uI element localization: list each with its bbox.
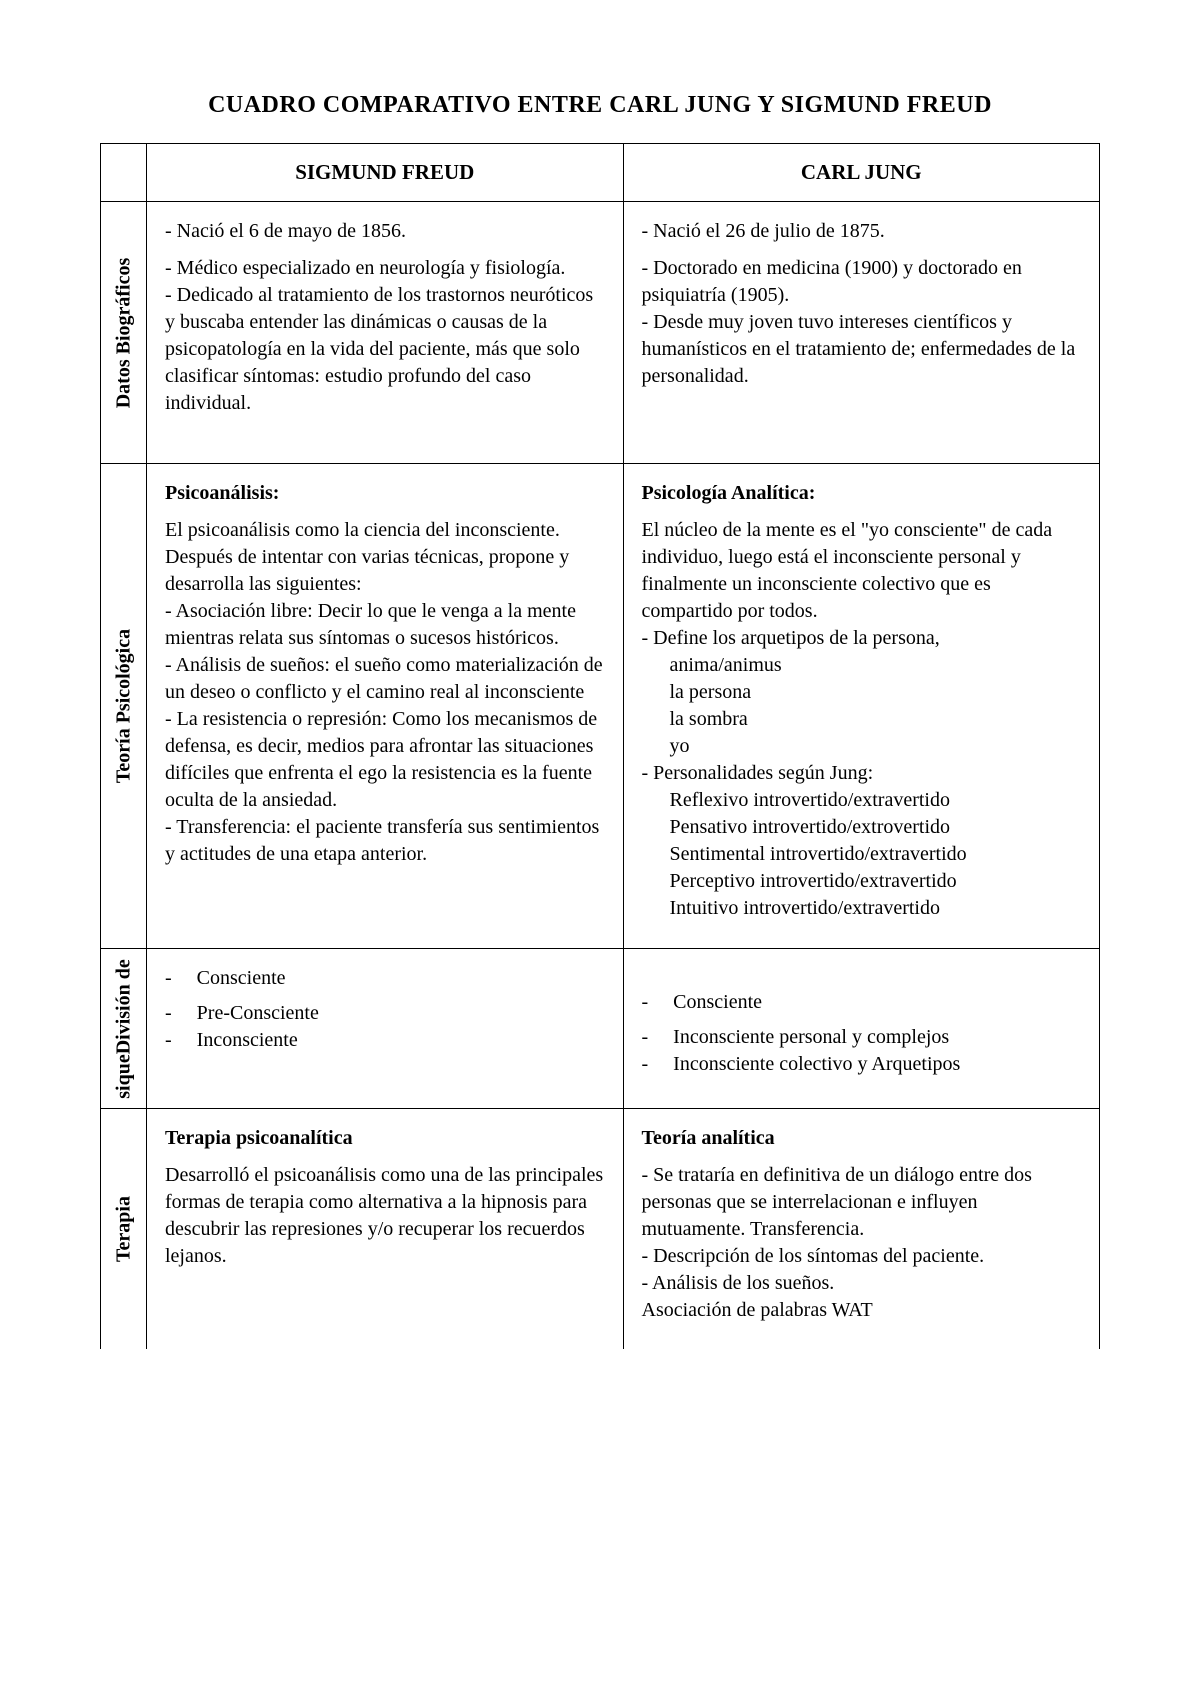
cell-terapia-freud: Terapia psicoanalítica Desarrolló el psi… xyxy=(147,1109,624,1349)
text: la sombra xyxy=(642,706,1082,733)
page-title: CUADRO COMPARATIVO ENTRE CARL JUNG Y SIG… xyxy=(100,92,1100,119)
text: Desarrolló el psicoanálisis como una de … xyxy=(165,1162,605,1270)
cell-bio-jung: - Nació el 26 de julio de 1875. - Doctor… xyxy=(623,202,1100,464)
subhead: Psicoanálisis: xyxy=(165,480,605,507)
text: - Análisis de los sueños. xyxy=(642,1270,1082,1297)
cell-terapia-jung: Teoría analítica - Se trataría en defini… xyxy=(623,1109,1100,1349)
text: Sentimental introvertido/extravertido xyxy=(642,841,1082,868)
text: - Nació el 6 de mayo de 1856. xyxy=(165,218,605,245)
list-item: Inconsciente colectivo y Arquetipos xyxy=(670,1051,1082,1078)
text: la persona xyxy=(642,679,1082,706)
text: Reflexivo introvertido/extravertido xyxy=(642,787,1082,814)
cell-bio-freud: - Nació el 6 de mayo de 1856. - Médico e… xyxy=(147,202,624,464)
row-division: siqueDivisión de Consciente Pre-Conscien… xyxy=(101,949,1100,1109)
subhead: Teoría analítica xyxy=(642,1125,1082,1152)
row-label-text: siqueDivisión de xyxy=(112,959,135,1098)
list-item: Consciente xyxy=(193,965,605,992)
row-label-text: Datos Biográficos xyxy=(112,257,135,408)
text: - Asociación libre: Decir lo que le veng… xyxy=(165,598,605,652)
text: - Define los arquetipos de la persona, xyxy=(642,625,1082,652)
text: - Transferencia: el paciente transfería … xyxy=(165,814,605,868)
text: - Personalidades según Jung: xyxy=(642,760,1082,787)
cell-division-jung: Consciente Inconsciente personal y compl… xyxy=(623,949,1100,1109)
text: - Análisis de sueños: el sueño como mate… xyxy=(165,652,605,706)
text: anima/animus xyxy=(642,652,1082,679)
list-item: Consciente xyxy=(670,989,1082,1016)
text: - Médico especializado en neurología y f… xyxy=(165,255,605,282)
text: El psicoanálisis como la ciencia del inc… xyxy=(165,517,605,598)
text: Asociación de palabras WAT xyxy=(642,1297,1082,1324)
list-item: Inconsciente personal y complejos xyxy=(670,1024,1082,1051)
subhead: Terapia psicoanalítica xyxy=(165,1125,605,1152)
cell-teoria-jung: Psicología Analítica: El núcleo de la me… xyxy=(623,464,1100,949)
text: - Desde muy joven tuvo intereses científ… xyxy=(642,309,1082,390)
text: - Descripción de los síntomas del pacien… xyxy=(642,1243,1082,1270)
text: Perceptivo introvertido/extravertido xyxy=(642,868,1082,895)
text: - Dedicado al tratamiento de los trastor… xyxy=(165,282,605,417)
text: Pensativo introvertido/extrovertido xyxy=(642,814,1082,841)
list-item: Inconsciente xyxy=(193,1027,605,1054)
text: El núcleo de la mente es el "yo conscien… xyxy=(642,517,1082,625)
row-label-division: siqueDivisión de xyxy=(101,949,147,1109)
row-terapia: Terapia Terapia psicoanalítica Desarroll… xyxy=(101,1109,1100,1349)
text: Intuitivo introvertido/extravertido xyxy=(642,895,1082,922)
list-item: Pre-Consciente xyxy=(193,1000,605,1027)
col-header-jung: CARL JUNG xyxy=(623,144,1100,202)
text: yo xyxy=(642,733,1082,760)
row-label-teoria: Teoría Psicológica xyxy=(101,464,147,949)
corner-cell xyxy=(101,144,147,202)
col-header-freud: SIGMUND FREUD xyxy=(147,144,624,202)
row-bio: Datos Biográficos - Nació el 6 de mayo d… xyxy=(101,202,1100,464)
row-label-terapia: Terapia xyxy=(101,1109,147,1349)
text: - Se trataría en definitiva de un diálog… xyxy=(642,1162,1082,1243)
subhead: Psicología Analítica: xyxy=(642,480,1082,507)
text: - Doctorado en medicina (1900) y doctora… xyxy=(642,255,1082,309)
row-label-text: Terapia xyxy=(112,1196,135,1262)
text: - La resistencia o represión: Como los m… xyxy=(165,706,605,814)
row-label-bio: Datos Biográficos xyxy=(101,202,147,464)
row-label-text: Teoría Psicológica xyxy=(112,629,135,783)
cell-teoria-freud: Psicoanálisis: El psicoanálisis como la … xyxy=(147,464,624,949)
row-teoria: Teoría Psicológica Psicoanálisis: El psi… xyxy=(101,464,1100,949)
cell-division-freud: Consciente Pre-Consciente Inconsciente xyxy=(147,949,624,1109)
header-row: SIGMUND FREUD CARL JUNG xyxy=(101,144,1100,202)
text: - Nació el 26 de julio de 1875. xyxy=(642,218,1082,245)
comparison-table: SIGMUND FREUD CARL JUNG Datos Biográfico… xyxy=(100,143,1100,1349)
